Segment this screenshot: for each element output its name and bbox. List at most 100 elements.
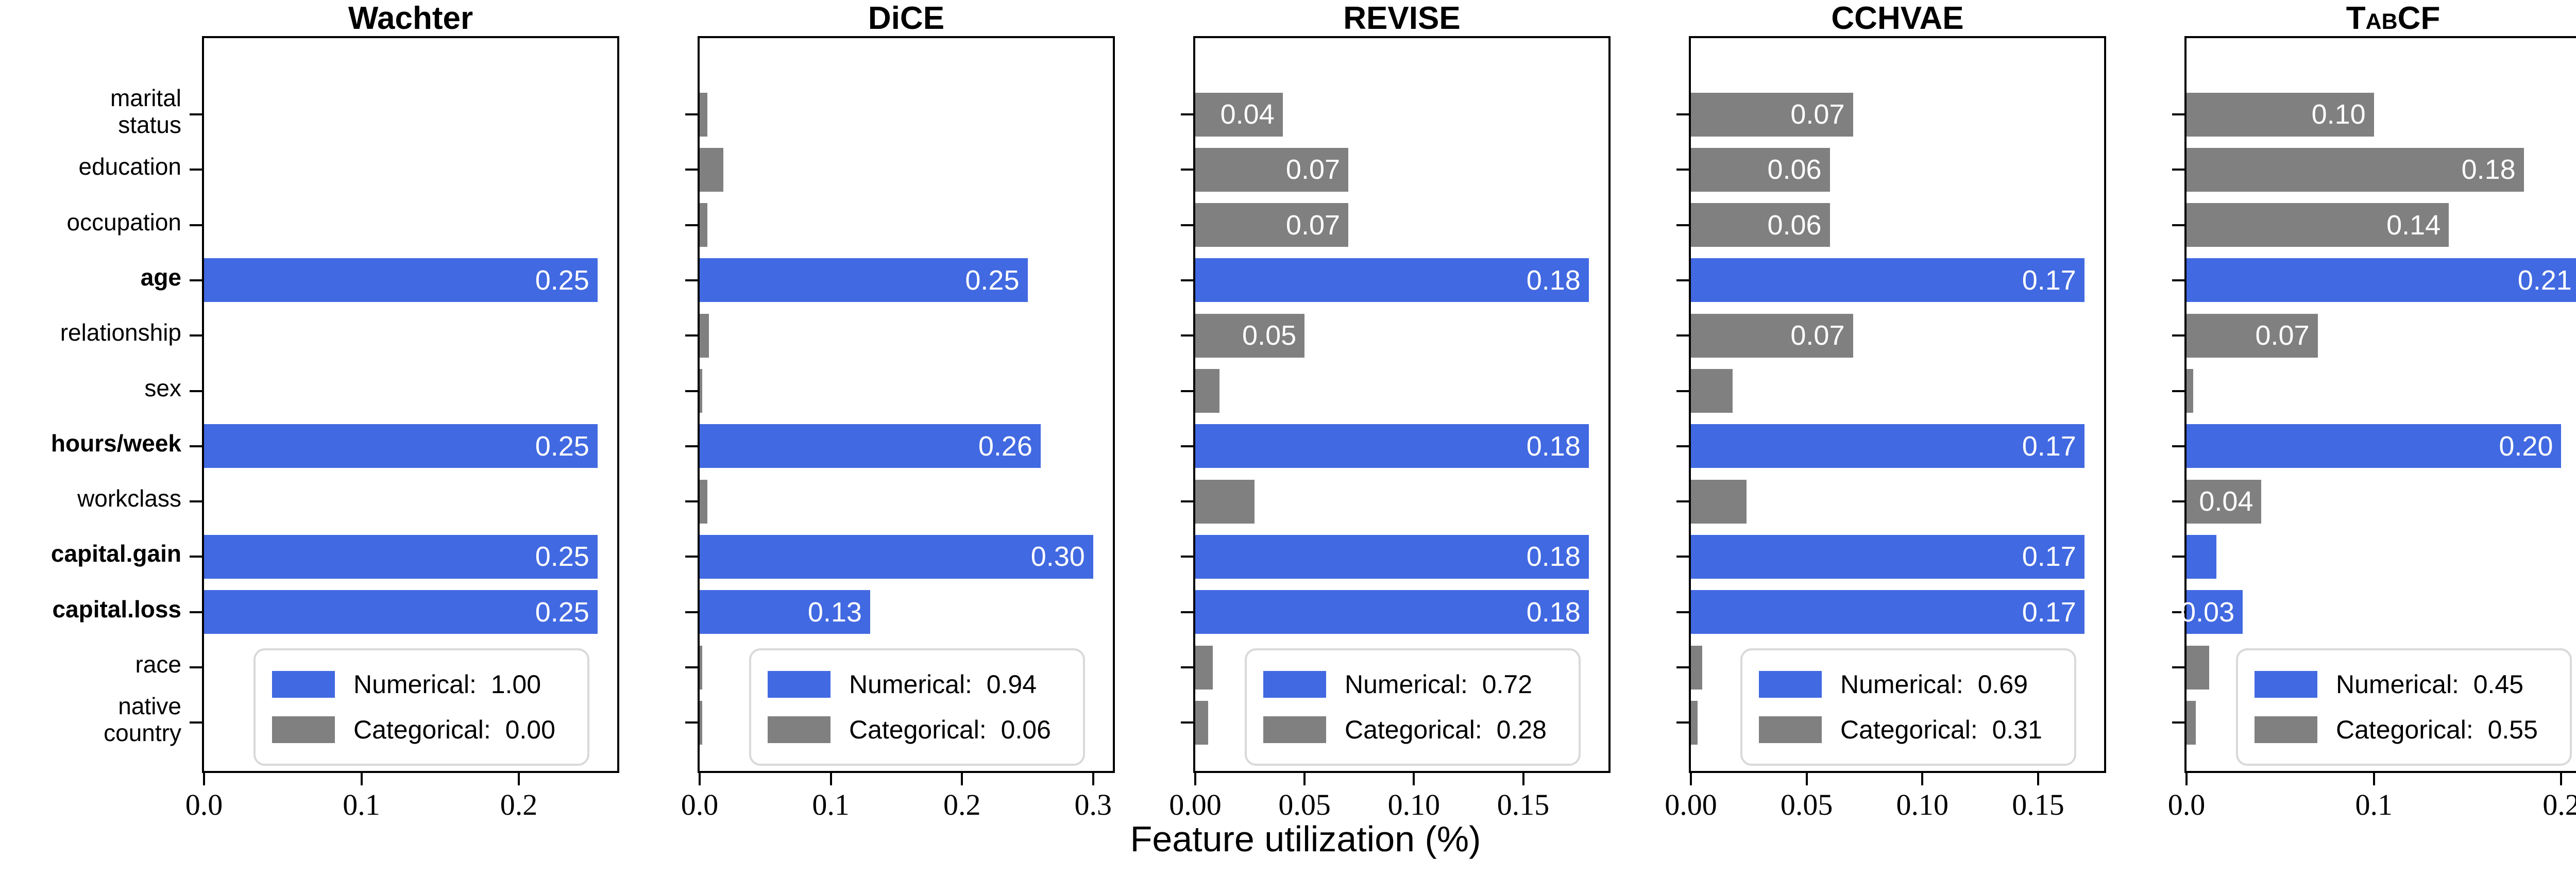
plot-area: 0.07 0.06 0.06 0.17 0.07 0.17 0.17 0.17 Numerica…: [1676, 36, 2106, 785]
x-tick-label: 0.0: [185, 788, 223, 821]
y-axis-label-age: age: [140, 263, 181, 291]
y-tick-mark: [685, 334, 698, 337]
legend-label: Numerical: 1.00: [353, 670, 541, 699]
x-tick-label: 0.1: [812, 788, 850, 821]
x-tick-label: 0.05: [1780, 788, 1833, 821]
y-tick-mark: [1676, 224, 1689, 226]
y-tick-mark: [190, 666, 202, 668]
legend: Numerical: 0.94 Categorical: 0.06: [749, 648, 1085, 766]
y-axis-label-workclass: workclass: [77, 485, 181, 512]
bar-sex: [700, 369, 703, 413]
x-tick-mark: [1303, 773, 1306, 785]
legend-label: Numerical: 0.72: [1345, 670, 1533, 699]
bar-value-label: 0.03: [2180, 596, 2235, 628]
bar-value-label: 0.18: [1526, 430, 1581, 462]
x-tick-mark: [1921, 773, 1924, 785]
bar-marital-status: 0.07: [1691, 92, 1853, 137]
y-tick-mark: [1676, 500, 1689, 503]
x-tick-mark: [2185, 773, 2188, 785]
x-tick-mark: [699, 773, 701, 785]
legend: Numerical: 1.00 Categorical: 0.00: [253, 648, 589, 766]
bar-occupation: 0.07: [1195, 203, 1349, 247]
numerical-swatch: [2255, 671, 2317, 698]
y-tick-mark: [1181, 721, 1193, 724]
bar-value-label: 0.07: [1285, 209, 1341, 241]
legend-label: Numerical: 0.69: [1840, 670, 2028, 699]
bar-capital.gain: 0.30: [700, 534, 1093, 579]
y-tick-mark: [2172, 279, 2184, 281]
y-tick-mark: [685, 113, 698, 115]
bar-education: 0.18: [2187, 147, 2524, 192]
legend-label: Categorical: 0.00: [353, 715, 555, 744]
bar-age: 0.18: [1195, 258, 1589, 302]
bar-value-label: 0.07: [1790, 320, 1845, 351]
x-tick-label: 0.1: [2355, 788, 2393, 821]
x-tick-label: 0.2: [500, 788, 538, 821]
bar-value-label: 0.06: [1767, 209, 1822, 241]
categorical-swatch: [2255, 716, 2317, 743]
bar-marital-status: 0.10: [2187, 92, 2374, 137]
bar-workclass: [700, 479, 708, 524]
bar-value-label: 0.20: [2499, 430, 2553, 462]
x-tick-mark: [1805, 773, 1808, 785]
y-tick-mark: [685, 500, 698, 503]
x-tick-mark: [1690, 773, 1692, 785]
y-tick-mark: [2172, 500, 2184, 503]
y-tick-mark: [1181, 556, 1193, 558]
bar-occupation: [700, 203, 708, 247]
bar-value-label: 0.25: [535, 430, 589, 462]
y-tick-mark: [685, 445, 698, 447]
y-axis-label-education: education: [78, 153, 182, 180]
bar-value-label: 0.21: [2517, 264, 2572, 296]
bar-capital.loss: 0.25: [204, 590, 598, 634]
bar-value-label: 0.17: [2022, 430, 2076, 462]
legend-label: Numerical: 0.94: [849, 670, 1037, 699]
bar-education: 0.06: [1691, 147, 1830, 192]
bar-hours/week: 0.18: [1195, 424, 1589, 468]
bar-race: [700, 645, 703, 690]
categorical-swatch: [1263, 716, 1326, 743]
y-tick-mark: [1181, 279, 1193, 281]
x-tick-mark: [203, 773, 205, 785]
bar-capital.gain: 0.17: [1691, 534, 2084, 579]
y-tick-mark: [1676, 169, 1689, 171]
x-tick-mark: [961, 773, 963, 785]
bar-value-label: 0.18: [1526, 541, 1581, 573]
x-tick-label: 0.15: [1497, 788, 1550, 821]
panel-title: REVISE: [1343, 1, 1461, 36]
legend-row: Numerical: 1.00: [272, 669, 587, 699]
legend-label: Categorical: 0.55: [2336, 715, 2538, 744]
x-tick-mark: [1194, 773, 1196, 785]
y-tick-mark: [190, 334, 202, 337]
bar-value-label: 0.25: [965, 264, 1020, 296]
y-tick-mark: [1676, 334, 1689, 337]
legend-label: Numerical: 0.45: [2336, 670, 2524, 699]
y-axis-label-capital.gain: capital.gain: [50, 540, 181, 567]
bar-value-label: 0.13: [807, 596, 862, 628]
y-axis-label-relationship: relationship: [60, 319, 181, 346]
legend-row: Numerical: 0.72: [1263, 669, 1579, 699]
bar-occupation: 0.14: [2187, 203, 2449, 247]
x-tick-label: 0.1: [343, 788, 380, 821]
bar-value-label: 0.25: [535, 541, 589, 573]
bar-value-label: 0.17: [2022, 541, 2076, 573]
bar-age: 0.25: [700, 258, 1028, 302]
x-tick-mark: [2037, 773, 2039, 785]
y-tick-mark: [685, 224, 698, 226]
bar-capital.loss: 0.18: [1195, 590, 1589, 634]
bar-capital.gain: 0.25: [204, 534, 598, 579]
x-tick-mark: [1092, 773, 1094, 785]
y-tick-mark: [685, 611, 698, 613]
bar-native-country: [700, 700, 703, 745]
legend-label: Categorical: 0.28: [1345, 715, 1547, 744]
y-tick-mark: [1181, 666, 1193, 668]
bar-sex: [1195, 369, 1219, 413]
x-tick-label: 0.05: [1278, 788, 1331, 821]
bar-education: [700, 147, 723, 192]
x-tick-label: 0.00: [1169, 788, 1222, 821]
x-tick-mark: [1413, 773, 1415, 785]
x-tick-label: 0.10: [1387, 788, 1440, 821]
bar-value-label: 0.14: [2386, 209, 2441, 241]
bar-hours/week: 0.20: [2187, 424, 2562, 468]
legend-label: Categorical: 0.31: [1840, 715, 2042, 744]
